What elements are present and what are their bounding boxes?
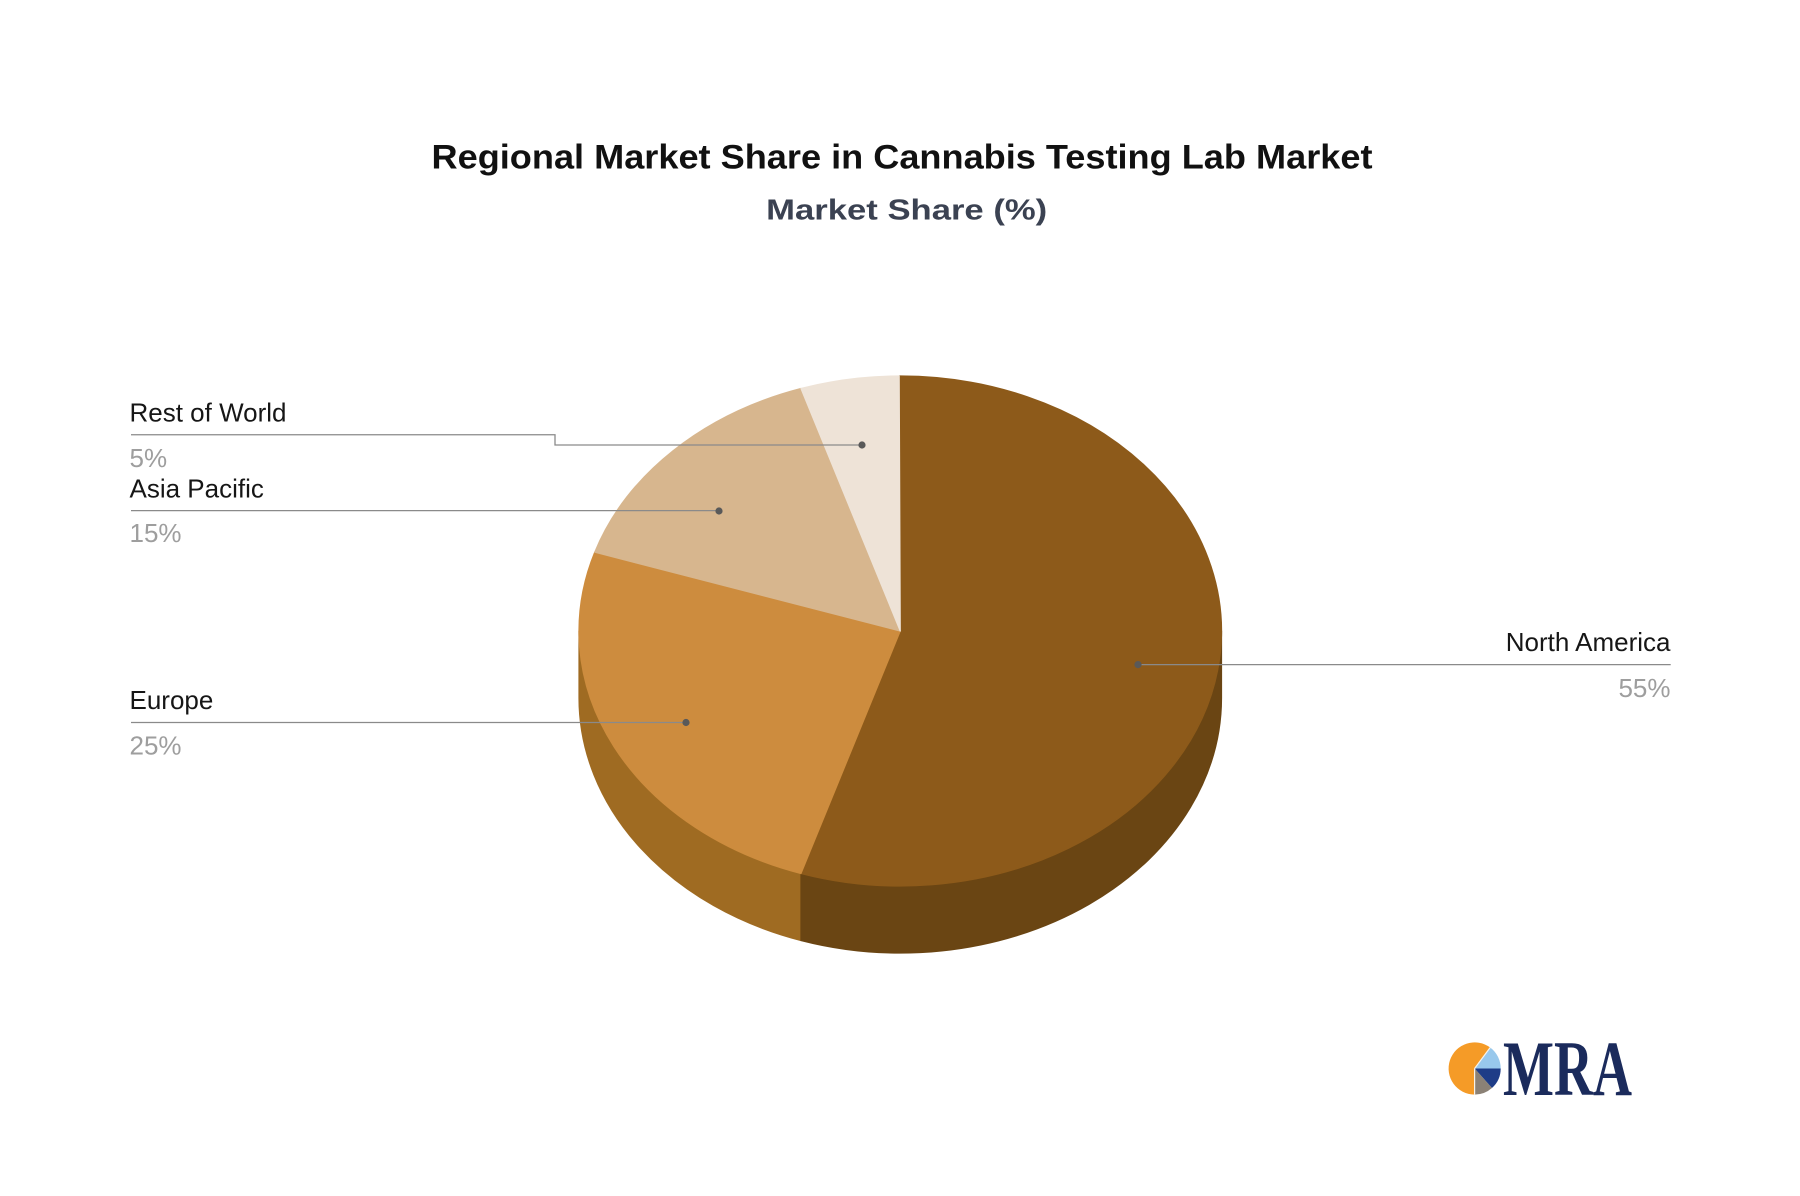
svg-text:15%: 15% [130, 518, 182, 548]
svg-text:Market Share (%): Market Share (%) [766, 195, 1047, 227]
svg-text:Regional Market Share in Canna: Regional Market Share in Cannabis Testin… [432, 138, 1373, 176]
svg-text:55%: 55% [1618, 673, 1670, 703]
svg-text:Europe: Europe [130, 685, 214, 715]
svg-text:MRA: MRA [1503, 1025, 1632, 1112]
svg-text:Asia Pacific: Asia Pacific [130, 473, 264, 503]
svg-text:25%: 25% [130, 730, 182, 760]
svg-text:Rest of World: Rest of World [130, 398, 287, 428]
svg-text:5%: 5% [130, 443, 168, 473]
svg-text:North America: North America [1506, 627, 1671, 657]
